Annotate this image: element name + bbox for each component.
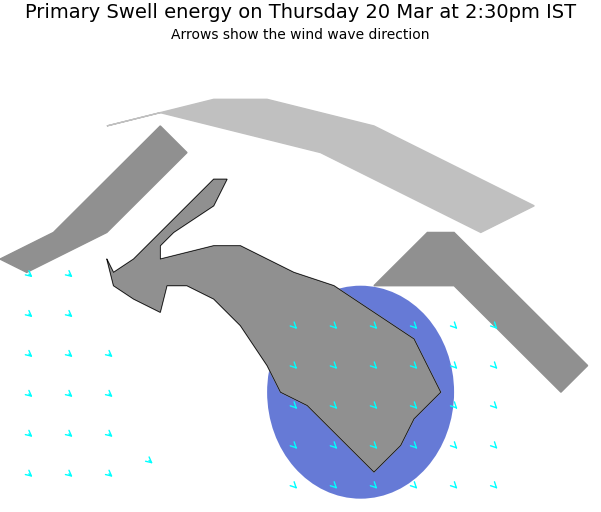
Polygon shape (0, 126, 187, 272)
Polygon shape (107, 99, 534, 232)
Ellipse shape (267, 286, 454, 499)
Polygon shape (107, 179, 441, 472)
Text: Arrows show the wind wave direction: Arrows show the wind wave direction (171, 28, 430, 41)
Text: Primary Swell energy on Thursday 20 Mar at 2:30pm IST: Primary Swell energy on Thursday 20 Mar … (25, 4, 576, 23)
Polygon shape (374, 232, 588, 392)
